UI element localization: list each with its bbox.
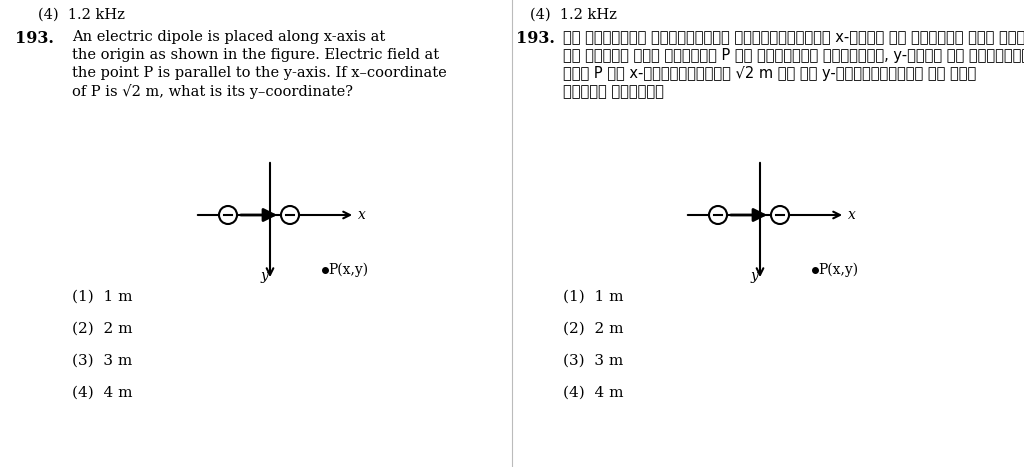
Text: ज्ञात कीजिए।: ज्ञात कीजिए। <box>563 84 664 99</box>
Text: (4)  4 m: (4) 4 m <box>72 386 132 400</box>
Text: P(x,y): P(x,y) <box>328 263 368 277</box>
Text: (1)  1 m: (1) 1 m <box>72 290 132 304</box>
Circle shape <box>709 206 727 224</box>
Text: पर स्थित है। बिन्दु P पर विद्युत क्षेत्र, y-अक्ष के समान्तर है।: पर स्थित है। बिन्दु P पर विद्युत क्षेत्र… <box>563 48 1024 63</box>
Text: 193.: 193. <box>516 30 555 47</box>
Text: the origin as shown in the figure. Electric field at: the origin as shown in the figure. Elect… <box>72 48 439 62</box>
Text: 193.: 193. <box>15 30 54 47</box>
Text: the point P is parallel to the y-axis. If x–coordinate: the point P is parallel to the y-axis. I… <box>72 66 446 80</box>
Text: (2)  2 m: (2) 2 m <box>563 322 624 336</box>
Text: (4)  4 m: (4) 4 m <box>563 386 624 400</box>
Text: y: y <box>751 269 758 283</box>
Text: (4)  1.2 kHz: (4) 1.2 kHz <box>530 8 616 22</box>
Circle shape <box>771 206 790 224</box>
Text: (2)  2 m: (2) 2 m <box>72 322 132 336</box>
Circle shape <box>281 206 299 224</box>
Text: (3)  3 m: (3) 3 m <box>563 354 624 368</box>
Text: (1)  1 m: (1) 1 m <box>563 290 624 304</box>
Text: P(x,y): P(x,y) <box>818 263 858 277</box>
Text: यदि P का x-निर्देशांक √2 m हो तो y-निर्देशांक का मान: यदि P का x-निर्देशांक √2 m हो तो y-निर्द… <box>563 66 976 81</box>
Text: (4)  1.2 kHz: (4) 1.2 kHz <box>38 8 125 22</box>
Text: y: y <box>260 269 268 283</box>
Text: एक विद्युत द्विध्रुव चित्रानुसार x-अक्ष के अनुदिश मूल बिन्दु: एक विद्युत द्विध्रुव चित्रानुसार x-अक्ष … <box>563 30 1024 45</box>
Circle shape <box>219 206 237 224</box>
Text: of P is √2 m, what is its y–coordinate?: of P is √2 m, what is its y–coordinate? <box>72 84 353 99</box>
Text: x: x <box>848 208 856 222</box>
Text: An electric dipole is placed along x-axis at: An electric dipole is placed along x-axi… <box>72 30 385 44</box>
Text: x: x <box>358 208 366 222</box>
Text: (3)  3 m: (3) 3 m <box>72 354 132 368</box>
